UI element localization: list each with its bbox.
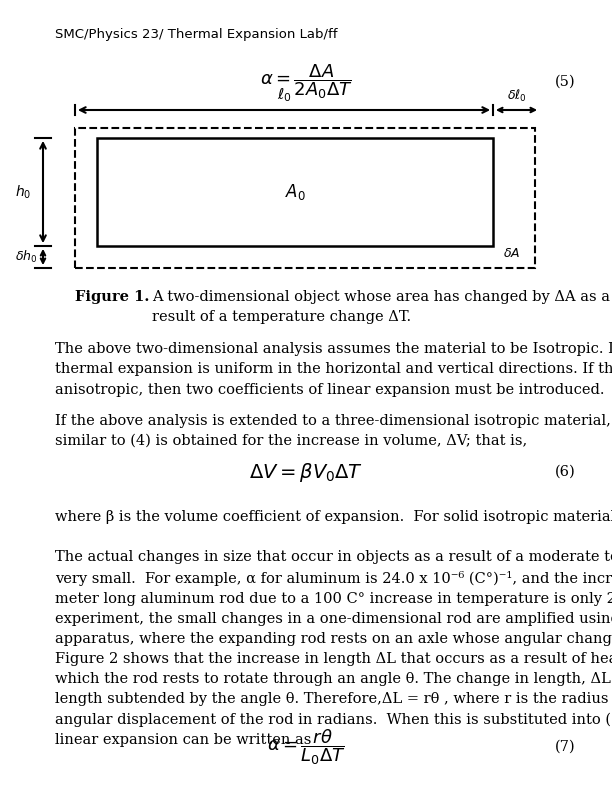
Text: where β is the volume coefficient of expansion.  For solid isotropic materials, : where β is the volume coefficient of exp…	[55, 510, 612, 524]
Text: (6): (6)	[555, 465, 576, 479]
Text: $\delta A$: $\delta A$	[503, 247, 520, 260]
Text: $\ell_0$: $\ell_0$	[277, 87, 291, 104]
Text: The above two-dimensional analysis assumes the material to be Isotropic. In othe: The above two-dimensional analysis assum…	[55, 342, 612, 397]
Text: $h_0$: $h_0$	[15, 183, 31, 201]
Text: $\alpha = \dfrac{r\theta}{L_0 \Delta T}$: $\alpha = \dfrac{r\theta}{L_0 \Delta T}$	[266, 727, 346, 767]
Text: $\Delta V = \beta V_0 \Delta T$: $\Delta V = \beta V_0 \Delta T$	[249, 460, 363, 483]
Text: $\alpha = \dfrac{\Delta A}{2A_0 \Delta T}$: $\alpha = \dfrac{\Delta A}{2A_0 \Delta T…	[259, 63, 353, 102]
Text: (7): (7)	[555, 740, 576, 754]
Text: Figure 2 shows that the increase in length ΔL that occurs as a result of heating: Figure 2 shows that the increase in leng…	[55, 652, 612, 747]
Bar	[97, 138, 493, 246]
Text: The actual changes in size that occur in objects as a result of a moderate tempe: The actual changes in size that occur in…	[55, 550, 612, 646]
Text: $\delta h_0$: $\delta h_0$	[15, 249, 38, 265]
Text: Figure 1.: Figure 1.	[75, 290, 149, 304]
Text: If the above analysis is extended to a three-dimensional isotropic material, the: If the above analysis is extended to a t…	[55, 414, 612, 448]
Text: $\delta\ell_0$: $\delta\ell_0$	[507, 88, 526, 104]
Text: SMC/Physics 23/ Thermal Expansion Lab/ff: SMC/Physics 23/ Thermal Expansion Lab/ff	[55, 28, 337, 41]
Bar	[75, 128, 535, 268]
Text: $A_0$: $A_0$	[285, 182, 305, 202]
Text: A two-dimensional object whose area has changed by ΔA as a
result of a temperatu: A two-dimensional object whose area has …	[152, 290, 610, 323]
Text: (5): (5)	[555, 75, 576, 89]
